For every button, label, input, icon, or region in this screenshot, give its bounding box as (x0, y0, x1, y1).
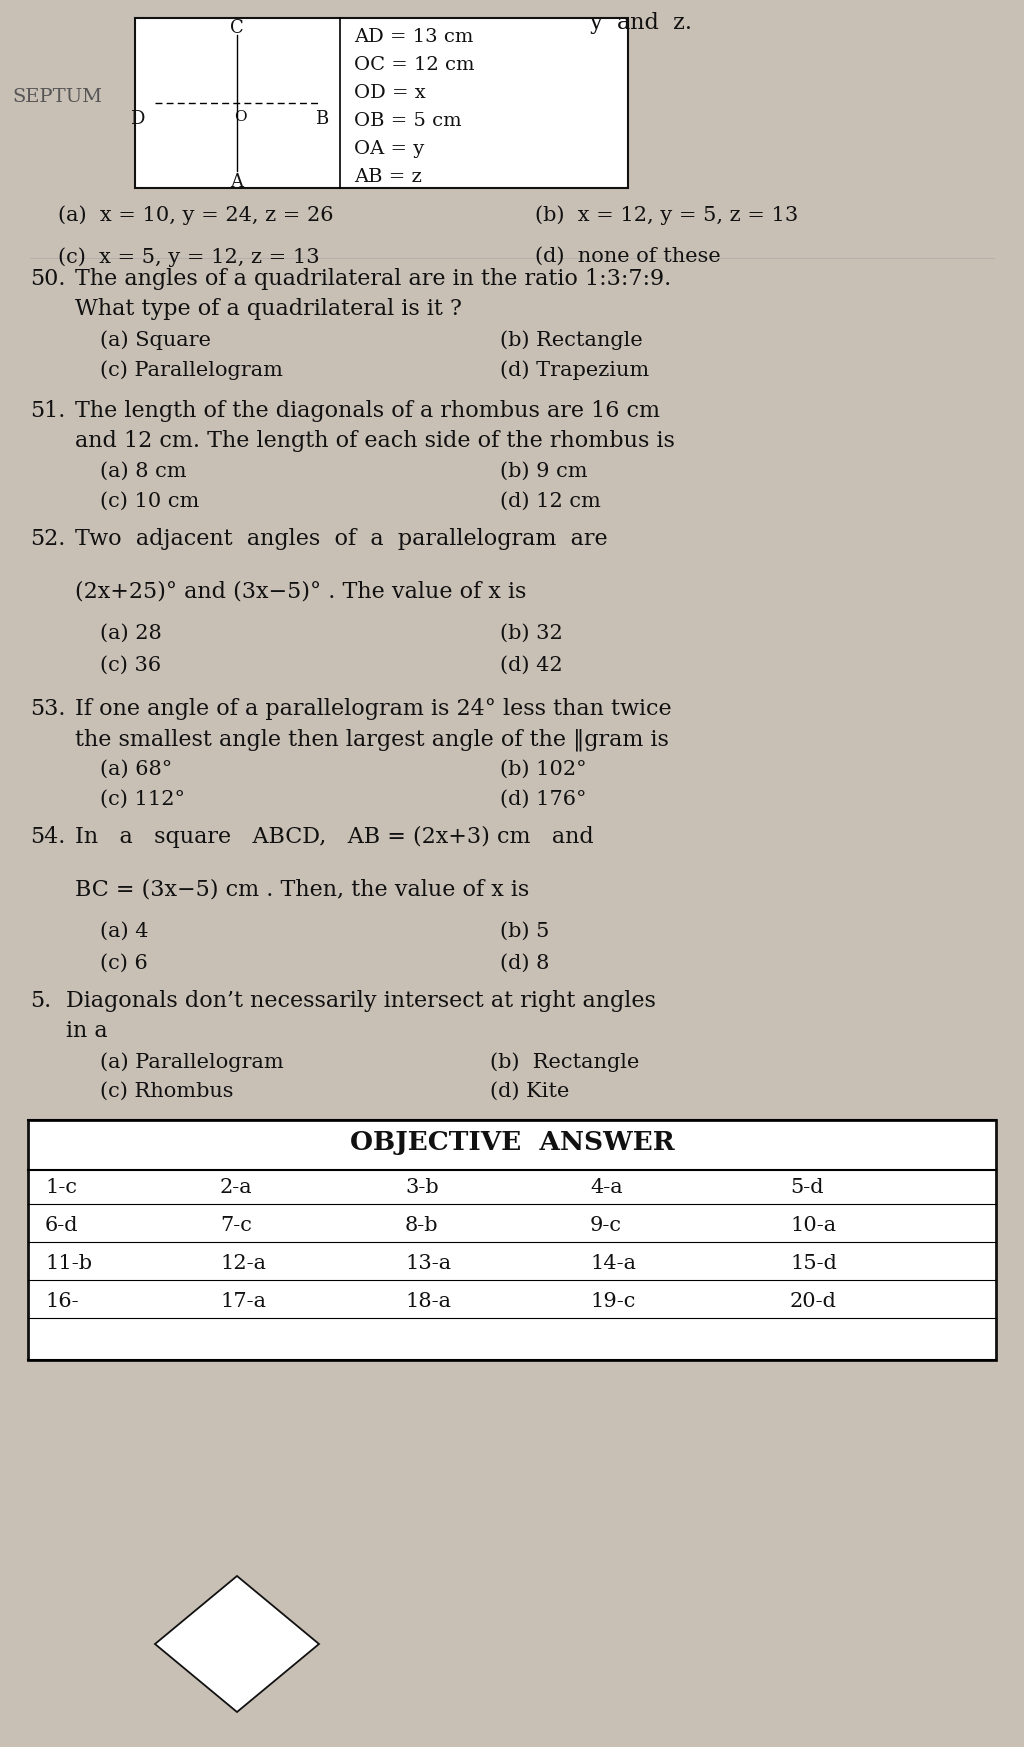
Text: D: D (130, 110, 144, 128)
Text: (c) 36: (c) 36 (100, 657, 161, 674)
Text: (b) 9 cm: (b) 9 cm (500, 461, 588, 480)
Text: 20-d: 20-d (790, 1293, 837, 1310)
Text: The angles of a quadrilateral are in the ratio 1:3:7:9.: The angles of a quadrilateral are in the… (75, 267, 672, 290)
Text: AD = 13 cm: AD = 13 cm (354, 28, 473, 45)
Text: 6-d: 6-d (45, 1216, 79, 1235)
Text: (a)  x = 10, y = 24, z = 26: (a) x = 10, y = 24, z = 26 (58, 204, 334, 225)
Text: and 12 cm. The length of each side of the rhombus is: and 12 cm. The length of each side of th… (75, 430, 675, 452)
Text: (b) 5: (b) 5 (500, 922, 549, 942)
Text: (c) 112°: (c) 112° (100, 790, 185, 809)
Text: 2-a: 2-a (220, 1177, 253, 1197)
Text: C: C (230, 19, 244, 37)
Text: 8-b: 8-b (406, 1216, 438, 1235)
Text: OD = x: OD = x (354, 84, 426, 101)
Text: 19-c: 19-c (590, 1293, 635, 1310)
Text: (b)  x = 12, y = 5, z = 13: (b) x = 12, y = 5, z = 13 (535, 204, 799, 225)
Text: OB = 5 cm: OB = 5 cm (354, 112, 462, 129)
Text: 15-d: 15-d (790, 1254, 837, 1274)
Text: 11-b: 11-b (45, 1254, 92, 1274)
Text: (a) 4: (a) 4 (100, 922, 148, 942)
Text: OBJECTIVE  ANSWER: OBJECTIVE ANSWER (349, 1130, 675, 1155)
Text: BC = (3x−5) cm . Then, the value of x is: BC = (3x−5) cm . Then, the value of x is (75, 879, 529, 900)
Text: (2x+25)° and (3x−5)° . The value of x is: (2x+25)° and (3x−5)° . The value of x is (75, 580, 526, 603)
Text: 12-a: 12-a (220, 1254, 266, 1274)
Text: 17-a: 17-a (220, 1293, 266, 1310)
Text: (a) Parallelogram: (a) Parallelogram (100, 1052, 284, 1071)
Text: y  and  z.: y and z. (590, 12, 692, 33)
Text: OA = y: OA = y (354, 140, 424, 157)
Text: (a) Square: (a) Square (100, 330, 211, 349)
Text: (b)  Rectangle: (b) Rectangle (490, 1052, 639, 1071)
Text: 3-b: 3-b (406, 1177, 438, 1197)
Text: In   a   square   ABCD,   AB = (2x+3) cm   and: In a square ABCD, AB = (2x+3) cm and (75, 826, 594, 847)
Text: 9-c: 9-c (590, 1216, 622, 1235)
Text: (b) 102°: (b) 102° (500, 760, 587, 779)
Text: (d) 8: (d) 8 (500, 954, 549, 973)
Text: 5-d: 5-d (790, 1177, 823, 1197)
Text: (d) 42: (d) 42 (500, 657, 562, 674)
Text: (d) 12 cm: (d) 12 cm (500, 493, 601, 512)
Text: SEPTUM: SEPTUM (12, 87, 102, 107)
Text: What type of a quadrilateral is it ?: What type of a quadrilateral is it ? (75, 299, 462, 320)
Text: Two  adjacent  angles  of  a  parallelogram  are: Two adjacent angles of a parallelogram a… (75, 528, 607, 550)
Bar (28, 1120, 996, 1359)
Text: (c) 10 cm: (c) 10 cm (100, 493, 200, 512)
Text: in a: in a (66, 1020, 108, 1041)
Text: 5.: 5. (30, 991, 51, 1012)
Text: 13-a: 13-a (406, 1254, 452, 1274)
Text: 7-c: 7-c (220, 1216, 252, 1235)
Text: 10-a: 10-a (790, 1216, 837, 1235)
Text: the smallest angle then largest angle of the ‖gram is: the smallest angle then largest angle of… (75, 728, 669, 751)
Text: (d) Trapezium: (d) Trapezium (500, 360, 649, 379)
Text: 53.: 53. (30, 699, 66, 720)
Text: 52.: 52. (30, 528, 66, 550)
Text: 16-: 16- (45, 1293, 79, 1310)
Text: (a) 28: (a) 28 (100, 624, 162, 643)
Text: (c)  x = 5, y = 12, z = 13: (c) x = 5, y = 12, z = 13 (58, 246, 319, 267)
Text: O: O (233, 110, 247, 124)
Bar (135, 17, 628, 189)
Text: 18-a: 18-a (406, 1293, 451, 1310)
Text: (b) Rectangle: (b) Rectangle (500, 330, 643, 349)
Text: B: B (315, 110, 329, 128)
Text: (c) 6: (c) 6 (100, 954, 147, 973)
Text: (d) 176°: (d) 176° (500, 790, 587, 809)
Text: 1-c: 1-c (45, 1177, 77, 1197)
Text: (a) 68°: (a) 68° (100, 760, 172, 779)
Polygon shape (155, 1576, 319, 1712)
Text: OC = 12 cm: OC = 12 cm (354, 56, 474, 73)
Text: The length of the diagonals of a rhombus are 16 cm: The length of the diagonals of a rhombus… (75, 400, 660, 423)
Text: (c) Parallelogram: (c) Parallelogram (100, 360, 283, 379)
Text: 4-a: 4-a (590, 1177, 623, 1197)
Text: A: A (230, 173, 244, 190)
Text: AB = z: AB = z (354, 168, 422, 185)
Text: (c) Rhombus: (c) Rhombus (100, 1081, 233, 1101)
Text: (a) 8 cm: (a) 8 cm (100, 461, 186, 480)
Text: (d)  none of these: (d) none of these (535, 246, 721, 266)
Text: (d) Kite: (d) Kite (490, 1081, 569, 1101)
Text: Diagonals don’t necessarily intersect at right angles: Diagonals don’t necessarily intersect at… (66, 991, 656, 1012)
Text: If one angle of a parallelogram is 24° less than twice: If one angle of a parallelogram is 24° l… (75, 699, 672, 720)
Text: 51.: 51. (30, 400, 66, 423)
Text: 54.: 54. (30, 826, 66, 847)
Text: (b) 32: (b) 32 (500, 624, 563, 643)
Text: 14-a: 14-a (590, 1254, 636, 1274)
Text: 50.: 50. (30, 267, 66, 290)
